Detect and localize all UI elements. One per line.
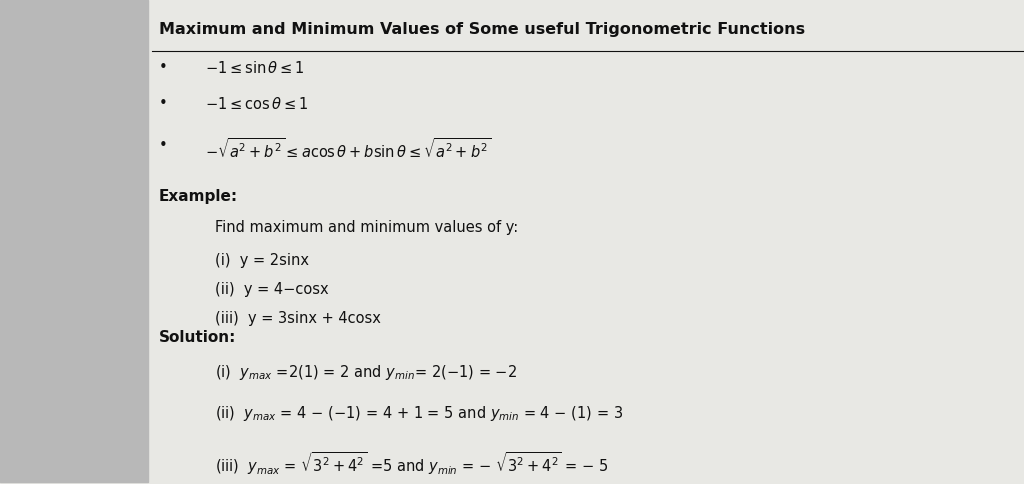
Text: Example:: Example: (159, 189, 238, 204)
Bar (0, 0, 148, 483)
Text: $-1 \leq \cos\theta \leq 1$: $-1 \leq \cos\theta \leq 1$ (205, 96, 308, 112)
Text: (ii)  $y_{max}$ = 4 − (−1) = 4 + 1 = 5 and $y_{min}$ = 4 − (1) = 3: (ii) $y_{max}$ = 4 − (−1) = 4 + 1 = 5 an… (215, 404, 624, 424)
Text: •: • (159, 96, 168, 111)
Text: (iii)  y = 3sinx + 4cosx: (iii) y = 3sinx + 4cosx (215, 311, 381, 326)
Text: (iii)  $y_{max}$ = $\sqrt{3^2+4^2}$ =5 and $y_{min}$ = − $\sqrt{3^2+4^2}$ = − 5: (iii) $y_{max}$ = $\sqrt{3^2+4^2}$ =5 an… (215, 450, 608, 477)
Text: (i)  y = 2sinx: (i) y = 2sinx (215, 253, 309, 268)
Text: $-\sqrt{a^2+b^2} \leq a\cos\theta + b\sin\theta \leq \sqrt{a^2+b^2}$: $-\sqrt{a^2+b^2} \leq a\cos\theta + b\si… (205, 137, 492, 161)
Text: Solution:: Solution: (159, 331, 237, 346)
Text: (ii)  y = 4−cosx: (ii) y = 4−cosx (215, 282, 329, 297)
Text: •: • (159, 137, 168, 152)
Text: Find maximum and minimum values of y:: Find maximum and minimum values of y: (215, 221, 518, 236)
Text: •: • (159, 60, 168, 76)
Text: $-1 \leq \sin\theta \leq 1$: $-1 \leq \sin\theta \leq 1$ (205, 60, 304, 76)
Text: (i)  $y_{max}$ =2(1) = 2 and $y_{min}$= 2(−1) = −2: (i) $y_{max}$ =2(1) = 2 and $y_{min}$= 2… (215, 363, 517, 382)
Text: Maximum and Minimum Values of Some useful Trigonometric Functions: Maximum and Minimum Values of Some usefu… (159, 22, 805, 37)
